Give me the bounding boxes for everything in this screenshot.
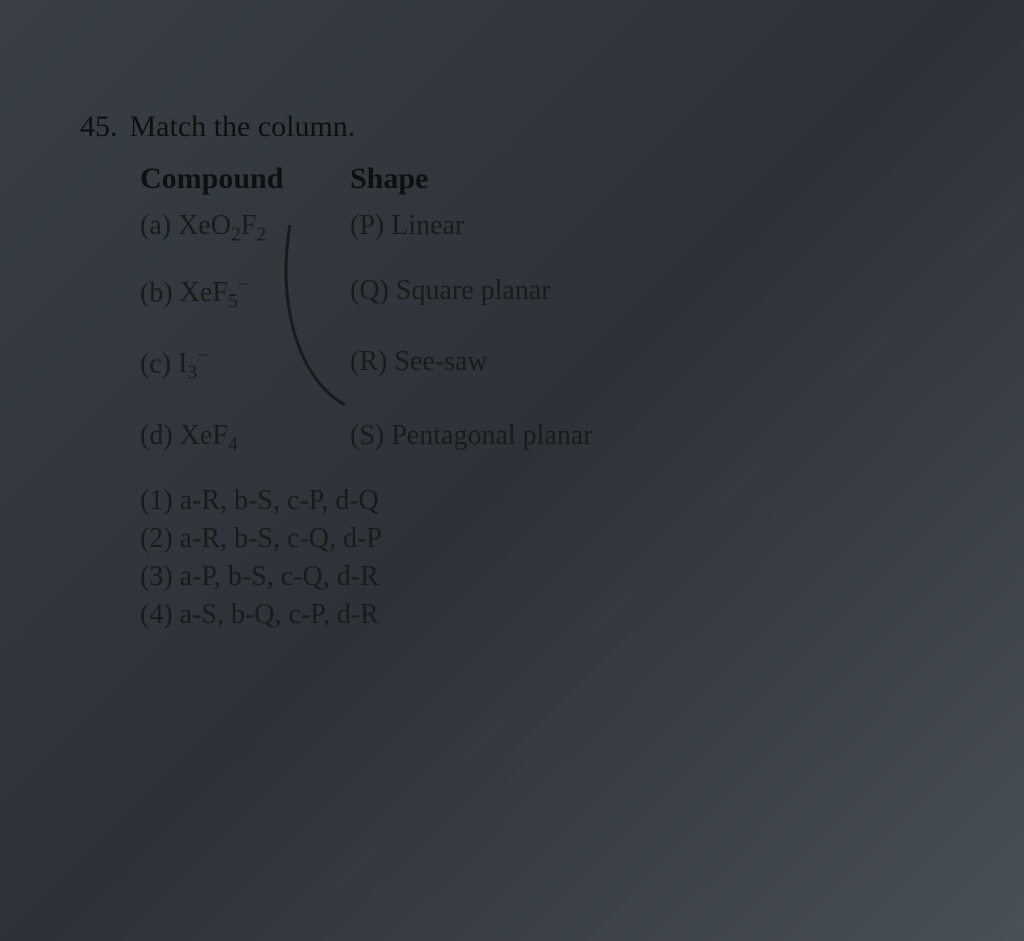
compound-formula-b: XeF5−: [180, 277, 249, 308]
option-num-4: (4): [140, 599, 173, 630]
shape-cell-q: (Q) Square planar: [350, 275, 551, 314]
option-4: (4) a-S, b-Q, c-P, d-R: [140, 599, 964, 631]
compound-label-a: (a): [140, 210, 171, 241]
shape-text-r: See-saw: [394, 346, 487, 377]
options-block: (1) a-R, b-S, c-P, d-Q (2) a-R, b-S, c-Q…: [140, 485, 964, 631]
shape-text-p: Linear: [391, 210, 464, 241]
pair-row: (d) XeF4 (S) Pentagonal planar: [140, 420, 964, 457]
column-headers: Compound Shape: [140, 162, 964, 196]
shape-cell-r: (R) See-saw: [350, 346, 488, 385]
pair-row: (b) XeF5− (Q) Square planar: [140, 275, 964, 314]
shape-label-q: (Q): [350, 275, 389, 306]
question-number: 45.: [80, 110, 118, 144]
shape-label-r: (R): [350, 346, 387, 377]
question-line: 45. Match the column.: [80, 110, 964, 144]
compound-cell-a: (a) XeO2F2: [140, 210, 350, 247]
option-1: (1) a-R, b-S, c-P, d-Q: [140, 485, 964, 517]
match-curve: [275, 225, 355, 415]
compound-cell-d: (d) XeF4: [140, 420, 350, 457]
question-stem: Match the column.: [130, 110, 356, 144]
option-num-2: (2): [140, 523, 173, 554]
shape-cell-s: (S) Pentagonal planar: [350, 420, 593, 457]
compound-label-b: (b): [140, 277, 173, 308]
compound-label-c: (c): [140, 348, 171, 379]
compound-formula-d: XeF4: [180, 420, 238, 451]
shape-text-q: Square planar: [396, 275, 551, 306]
option-3: (3) a-P, b-S, c-Q, d-R: [140, 561, 964, 593]
option-num-1: (1): [140, 485, 173, 516]
shape-label-s: (S): [350, 420, 384, 451]
compound-formula-a: XeO2F2: [178, 210, 266, 241]
option-text-1: a-R, b-S, c-P, d-Q: [180, 485, 379, 516]
shape-cell-p: (P) Linear: [350, 210, 464, 247]
option-2: (2) a-R, b-S, c-Q, d-P: [140, 523, 964, 555]
option-text-4: a-S, b-Q, c-P, d-R: [180, 599, 379, 630]
compound-label-d: (d): [140, 420, 173, 451]
shape-header: Shape: [350, 162, 428, 196]
option-num-3: (3): [140, 561, 173, 592]
pair-row: (a) XeO2F2 (P) Linear: [140, 210, 964, 247]
shape-label-p: (P): [350, 210, 384, 241]
compound-formula-c: I3−: [178, 348, 208, 379]
option-text-2: a-R, b-S, c-Q, d-P: [180, 523, 382, 554]
option-text-3: a-P, b-S, c-Q, d-R: [180, 561, 379, 592]
pair-row: (c) I3− (R) See-saw: [140, 346, 964, 385]
compound-header: Compound: [140, 162, 350, 196]
compound-cell-c: (c) I3−: [140, 346, 350, 385]
compound-cell-b: (b) XeF5−: [140, 275, 350, 314]
shape-text-s: Pentagonal planar: [391, 420, 592, 451]
